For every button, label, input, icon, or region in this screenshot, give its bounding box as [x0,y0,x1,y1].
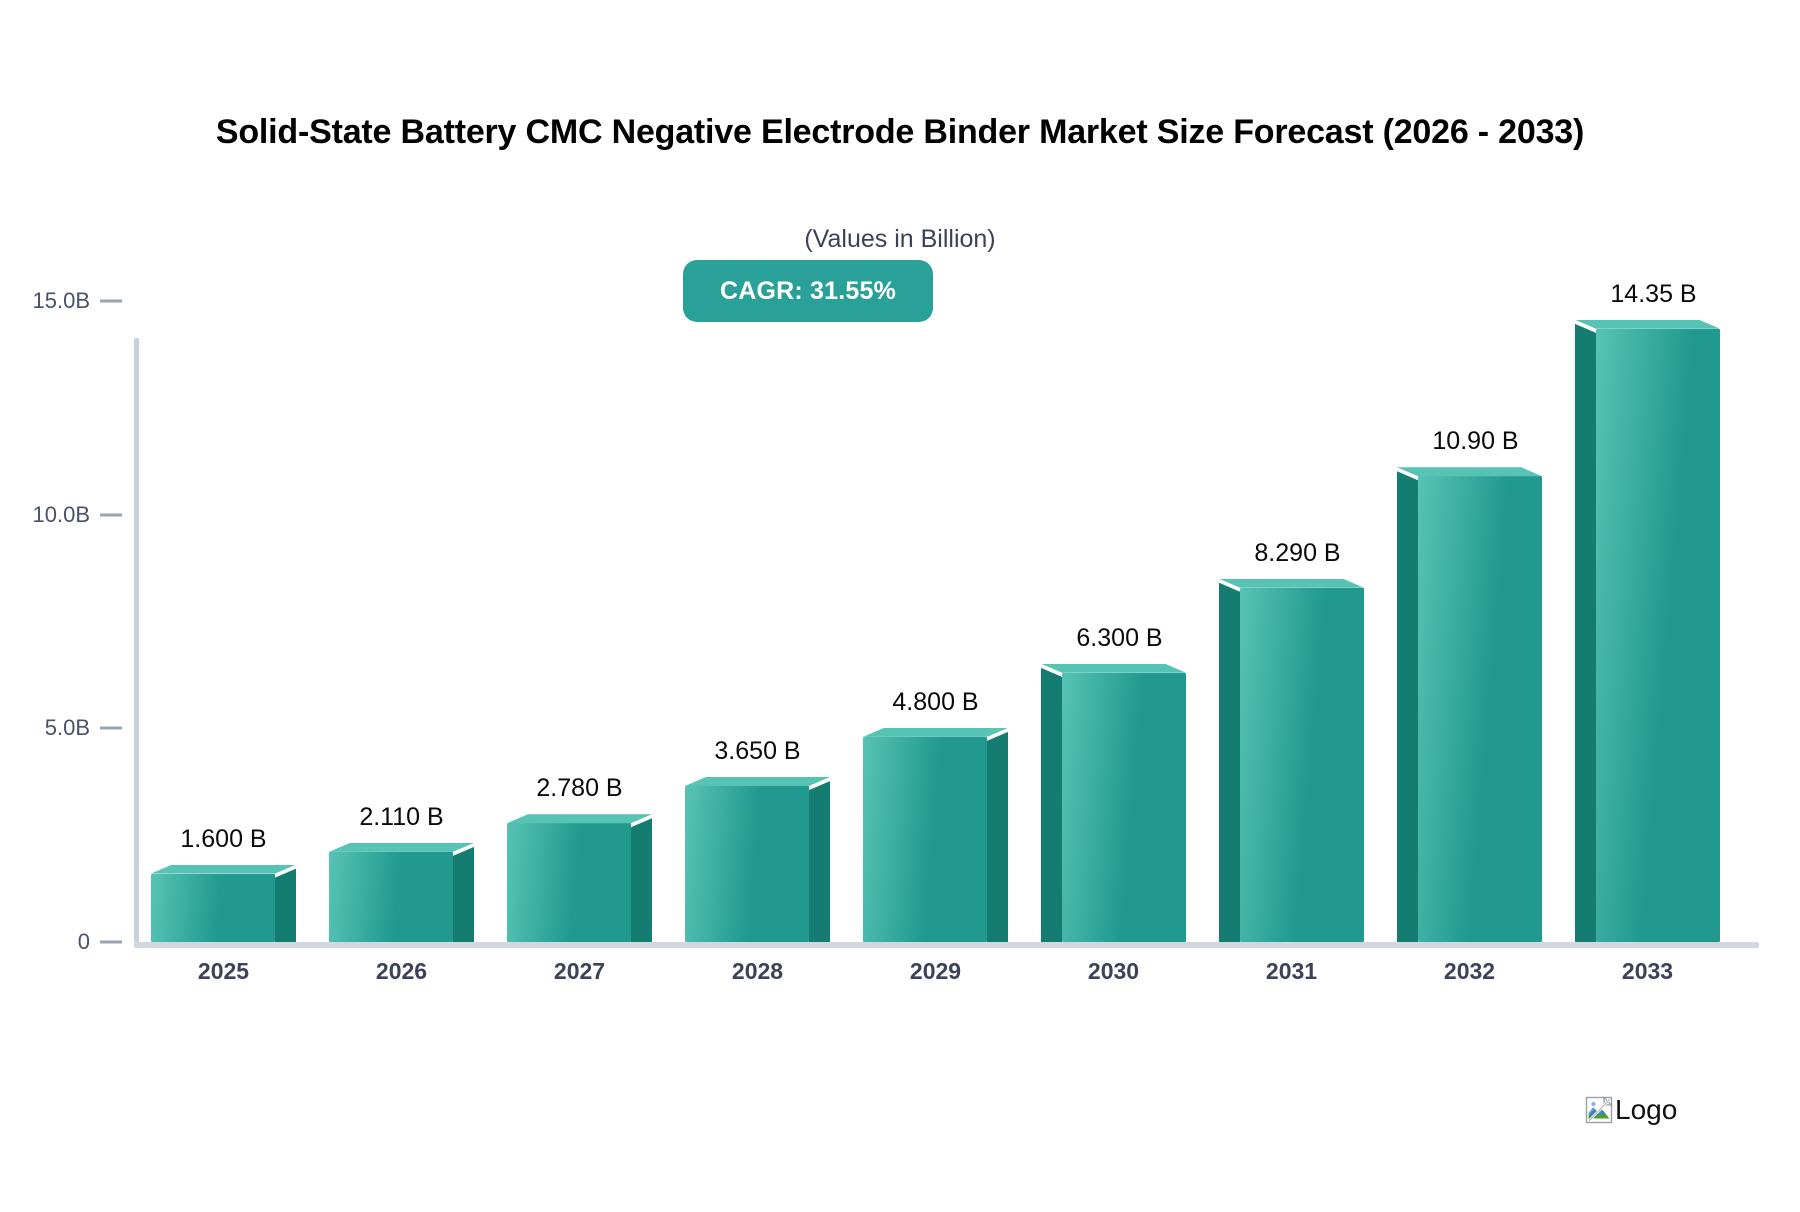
x-axis-line [134,942,1759,948]
y-axis-tick-label: 5.0B [44,715,90,741]
x-axis-tick-label-2030: 2030 [1087,958,1140,984]
bar-value-label: 3.650 B [714,737,801,766]
bar-value-label: 2.110 B [359,802,444,831]
bar-value-label: 10.90 B [1432,427,1519,456]
broken-image-icon [1585,1096,1613,1124]
y-axis-tick-label: 0 [77,929,90,954]
bar-front-face [507,823,631,942]
bar-side-face [809,781,830,942]
bar-front-face [1418,476,1542,942]
bar-2026[interactable] [329,842,474,942]
bar-top-face [1219,578,1364,588]
bar-value-label: 1.600 B [180,824,267,853]
page-title: Solid-State Battery CMC Negative Electro… [215,113,1585,151]
y-axis-tick-mark [100,299,122,303]
bar-top-face [329,842,474,852]
bar-top-face [1397,467,1542,477]
bar-side-face [1397,471,1418,942]
bar-2025[interactable] [151,864,296,942]
bar-front-face [1062,672,1186,942]
bar-front-face [863,736,987,942]
bar-2031[interactable] [1219,578,1364,942]
x-axis-tick-label-2031: 2031 [1265,958,1318,984]
bar-side-face [1041,667,1062,942]
chart-subtitle: (Values in Billion) [804,225,996,253]
logo-placeholder: Logo [1585,1096,1677,1124]
y-axis-tick-label: 10.0B [32,501,91,527]
cagr-badge: CAGR: 31.55% [683,260,933,322]
bar-value-label: 4.800 B [892,687,979,716]
bar-top-face [151,864,296,874]
x-axis-tick-label-2033: 2033 [1621,958,1674,984]
bar-value-label: 14.35 B [1610,279,1697,308]
bar-side-face [1575,323,1596,942]
bar-front-face [151,873,275,942]
bar-side-face [631,818,652,942]
bar-front-face [329,851,453,942]
y-axis-tick-mark [100,726,122,730]
bar-top-face [1041,663,1186,673]
bar-2033[interactable] [1575,319,1720,942]
y-axis-line [134,338,139,946]
x-axis-tick-label-2027: 2027 [553,958,606,984]
bar-side-face [453,846,474,942]
x-axis-tick-label-2029: 2029 [909,958,962,984]
bar-front-face [685,786,809,942]
bar-2032[interactable] [1397,467,1542,942]
y-axis-tick-mark [100,940,122,944]
bar-side-face [1219,582,1240,942]
y-axis-tick-label: 15.0B [32,288,91,313]
bar-2030[interactable] [1041,663,1186,942]
bar-value-label: 2.780 B [536,774,623,803]
bar-value-label: 8.290 B [1254,538,1341,567]
x-axis-tick-label-2026: 2026 [375,958,428,984]
bar-side-face [275,868,296,942]
x-axis-tick-label-2032: 2032 [1443,958,1496,984]
bar-top-face [1575,319,1720,329]
bar-top-face [507,814,652,824]
bar-2027[interactable] [507,814,652,942]
bar-top-face [863,727,1008,737]
x-axis-tick-label-2028: 2028 [731,958,784,984]
bar-value-label: 6.300 B [1076,623,1163,652]
logo-alt-text: Logo [1615,1094,1678,1125]
bar-2028[interactable] [685,777,830,942]
bar-front-face [1240,587,1364,942]
x-axis-tick-label-2025: 2025 [197,958,250,984]
bar-front-face [1596,328,1720,942]
y-axis-tick-mark [100,513,122,517]
bar-top-face [685,777,830,787]
bar-2029[interactable] [863,727,1008,942]
bar-side-face [987,731,1008,942]
cagr-badge-label: CAGR: 31.55% [719,276,897,305]
